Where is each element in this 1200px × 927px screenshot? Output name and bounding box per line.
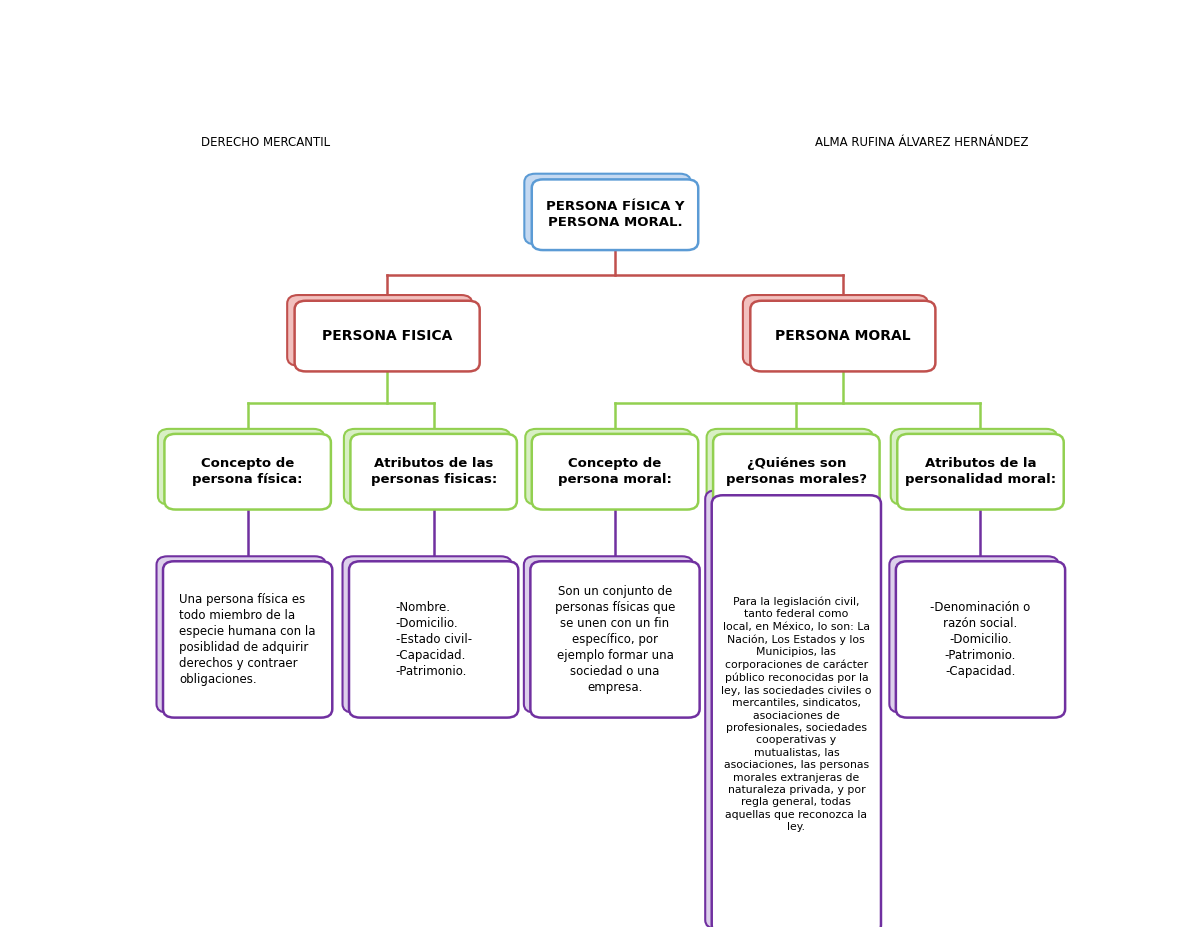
FancyBboxPatch shape [344, 429, 510, 504]
FancyBboxPatch shape [524, 556, 694, 713]
FancyBboxPatch shape [295, 300, 480, 372]
Text: PERSONA FISICA: PERSONA FISICA [322, 329, 452, 343]
FancyBboxPatch shape [524, 173, 691, 245]
FancyBboxPatch shape [896, 561, 1066, 717]
FancyBboxPatch shape [707, 429, 874, 504]
Text: Son un conjunto de
personas físicas que
se unen con un fin
específico, por
ejemp: Son un conjunto de personas físicas que … [554, 585, 676, 694]
FancyBboxPatch shape [158, 429, 324, 504]
FancyBboxPatch shape [890, 429, 1057, 504]
FancyBboxPatch shape [706, 490, 875, 927]
FancyBboxPatch shape [163, 561, 332, 717]
Text: Una persona física es
todo miembro de la
especie humana con la
posiblidad de adq: Una persona física es todo miembro de la… [180, 593, 316, 686]
Text: DERECHO MERCANTIL: DERECHO MERCANTIL [202, 136, 330, 149]
FancyBboxPatch shape [530, 561, 700, 717]
Text: Atributos de las
personas fisicas:: Atributos de las personas fisicas: [371, 457, 497, 486]
Text: Concepto de
persona moral:: Concepto de persona moral: [558, 457, 672, 486]
Text: Para la legislación civil,
tanto federal como
local, en México, lo son: La
Nació: Para la legislación civil, tanto federal… [721, 597, 871, 832]
FancyBboxPatch shape [889, 556, 1058, 713]
Text: ¿Quiénes son
personas morales?: ¿Quiénes son personas morales? [726, 457, 866, 486]
Text: ALMA RUFINA ÁLVAREZ HERNÁNDEZ: ALMA RUFINA ÁLVAREZ HERNÁNDEZ [815, 136, 1028, 149]
Text: Atributos de la
personalidad moral:: Atributos de la personalidad moral: [905, 457, 1056, 486]
FancyBboxPatch shape [526, 429, 691, 504]
Text: Concepto de
persona física:: Concepto de persona física: [192, 457, 302, 486]
FancyBboxPatch shape [156, 556, 325, 713]
FancyBboxPatch shape [532, 434, 698, 510]
FancyBboxPatch shape [898, 434, 1063, 510]
FancyBboxPatch shape [349, 561, 518, 717]
FancyBboxPatch shape [350, 434, 517, 510]
FancyBboxPatch shape [743, 295, 928, 366]
FancyBboxPatch shape [342, 556, 511, 713]
Text: -Nombre.
-Domicilio.
-Estado civil-
-Capacidad.
-Patrimonio.: -Nombre. -Domicilio. -Estado civil- -Cap… [396, 601, 472, 678]
FancyBboxPatch shape [713, 434, 880, 510]
FancyBboxPatch shape [164, 434, 331, 510]
FancyBboxPatch shape [712, 495, 881, 927]
FancyBboxPatch shape [750, 300, 935, 372]
FancyBboxPatch shape [287, 295, 473, 366]
Text: PERSONA FÍSICA Y
PERSONA MORAL.: PERSONA FÍSICA Y PERSONA MORAL. [546, 200, 684, 229]
FancyBboxPatch shape [532, 180, 698, 250]
Text: -Denominación o
razón social.
-Domicilio.
-Patrimonio.
-Capacidad.: -Denominación o razón social. -Domicilio… [930, 601, 1031, 678]
Text: PERSONA MORAL: PERSONA MORAL [775, 329, 911, 343]
